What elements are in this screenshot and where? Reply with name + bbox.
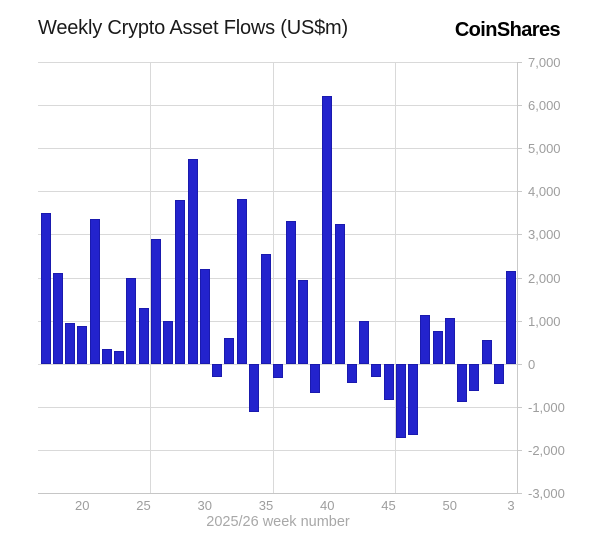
bar-week-51	[457, 363, 467, 403]
bar-week-34	[248, 363, 259, 413]
y-tick-label: 0	[528, 356, 536, 372]
x-tick-label-25: 25	[136, 498, 151, 513]
y-tick-mark	[518, 234, 522, 236]
gridline-x	[150, 62, 152, 493]
gridline-y-4000	[38, 191, 518, 193]
gridline-y-1000	[38, 320, 518, 322]
bar-week-26	[150, 238, 161, 364]
bar-week-52	[469, 363, 480, 391]
bar-week-36	[273, 363, 284, 378]
bar-week-43	[359, 320, 369, 364]
bar-week-32	[224, 337, 235, 364]
x-tick-label-50: 50	[442, 498, 457, 513]
y-tick-label: 3,000	[528, 227, 561, 243]
bar-week-37	[285, 220, 296, 364]
y-tick-label: -1,000	[528, 399, 565, 415]
bar-week-2	[493, 363, 504, 384]
bar-week-18	[52, 273, 63, 364]
bar-week-39	[310, 363, 320, 393]
coinshares-logo: CoinShares	[454, 19, 561, 41]
bar-week-47	[408, 363, 418, 435]
x-tick-label-45: 45	[381, 498, 396, 513]
bar-week-50	[444, 318, 455, 364]
bar-week-27	[163, 320, 173, 364]
bar-week-49	[432, 330, 443, 364]
y-tick-mark	[518, 320, 522, 322]
bar-week-3	[506, 271, 516, 364]
bar-week-48	[420, 315, 431, 364]
bar-week-38	[297, 280, 308, 364]
y-tick-label: 1,000	[528, 313, 561, 329]
plot-area	[38, 62, 518, 494]
gridline-x	[395, 62, 397, 493]
bar-week-22	[101, 349, 112, 364]
gridline-y--1000	[38, 406, 518, 408]
bar-week-24	[126, 277, 137, 364]
y-tick-mark	[518, 105, 522, 107]
bar-week-1	[481, 339, 492, 364]
y-tick-mark	[518, 406, 522, 408]
bar-week-33	[236, 198, 247, 364]
bar-week-42	[346, 363, 357, 384]
gridline-y-7000	[38, 62, 518, 63]
gridline-y-2000	[38, 277, 518, 279]
x-tick-label-35: 35	[258, 498, 274, 513]
y-tick-label: 2,000	[528, 270, 561, 286]
bar-week-19	[65, 322, 75, 364]
bar-week-23	[114, 351, 124, 364]
y-axis-line	[517, 62, 518, 493]
y-tick-label: 6,000	[528, 98, 561, 114]
x-tick-label-20: 20	[75, 498, 90, 513]
chart-title: Weekly Crypto Asset Flows (US$m)	[38, 17, 348, 39]
x-axis-title: 2025/26 week number	[206, 514, 350, 530]
bar-week-29	[187, 158, 198, 364]
bar-week-17	[40, 212, 51, 364]
bar-week-31	[212, 363, 222, 378]
x-tick-label-40: 40	[320, 498, 335, 513]
y-tick-label: -3,000	[528, 486, 565, 501]
y-tick-label: -2,000	[528, 442, 565, 458]
y-tick-label: 7,000	[528, 55, 561, 70]
bar-week-40	[322, 96, 333, 364]
y-tick-mark	[518, 191, 522, 193]
bar-week-28	[175, 199, 186, 364]
bar-week-46	[395, 363, 406, 439]
y-tick-mark	[518, 363, 522, 365]
bar-week-45	[383, 363, 394, 401]
gridline-y-6000	[38, 105, 518, 107]
bar-week-21	[89, 219, 100, 364]
y-tick-mark	[518, 277, 522, 279]
bar-week-41	[334, 223, 345, 364]
gridline-y-5000	[38, 148, 518, 150]
gridline-y--2000	[38, 449, 518, 451]
gridline-x	[272, 62, 274, 493]
y-tick-label: 4,000	[528, 184, 561, 200]
y-tick-mark	[518, 62, 522, 63]
y-tick-mark	[518, 449, 522, 451]
bar-week-30	[199, 268, 210, 364]
gridline-y--3000	[38, 493, 518, 494]
y-tick-label: 5,000	[528, 141, 561, 157]
bar-week-25	[138, 307, 149, 364]
gridline-y-3000	[38, 234, 518, 236]
bar-week-20	[77, 326, 88, 364]
bar-week-44	[371, 363, 382, 378]
x-tick-label-3: 3	[507, 498, 515, 513]
y-tick-mark	[518, 493, 522, 494]
bar-week-35	[261, 254, 271, 364]
y-tick-mark	[518, 148, 522, 150]
x-tick-label-30: 30	[197, 498, 212, 513]
